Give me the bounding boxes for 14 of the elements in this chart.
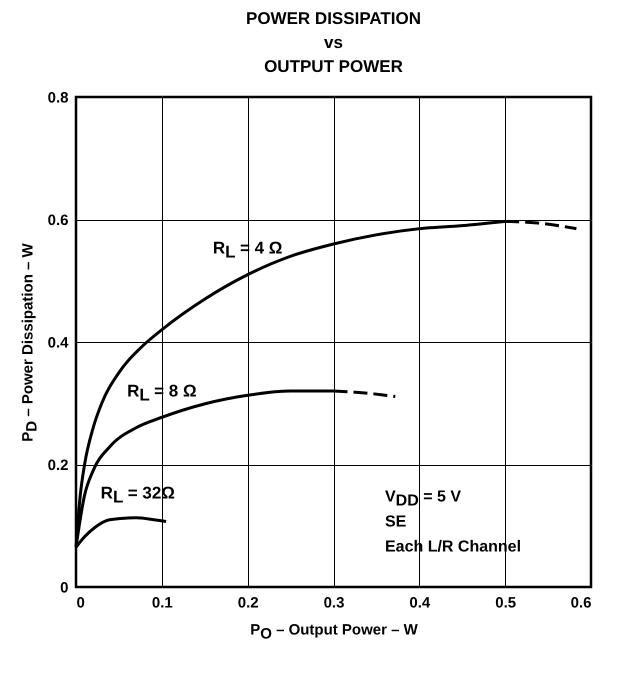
y-tick-label: 0 <box>60 580 68 596</box>
y-tick-label: 0.2 <box>48 457 68 474</box>
chart-title: POWER DISSIPATION vs OUTPUT POWER <box>246 9 422 76</box>
x-tick-label: 0.6 <box>570 594 592 612</box>
x-tick-label: 0.3 <box>324 594 344 612</box>
x-tick-label: 0.2 <box>238 594 259 612</box>
y-tick-label: 0.6 <box>48 212 68 229</box>
x-tick-label: 0.1 <box>152 594 173 612</box>
y-tick-label: 0.8 <box>48 90 68 106</box>
x-tick-label: 0.4 <box>409 594 431 612</box>
annotation: SE <box>385 513 407 530</box>
x-tick-label: 0 <box>76 594 85 612</box>
x-tick-label: 0.5 <box>495 594 516 612</box>
y-tick-label: 0.4 <box>48 334 70 352</box>
